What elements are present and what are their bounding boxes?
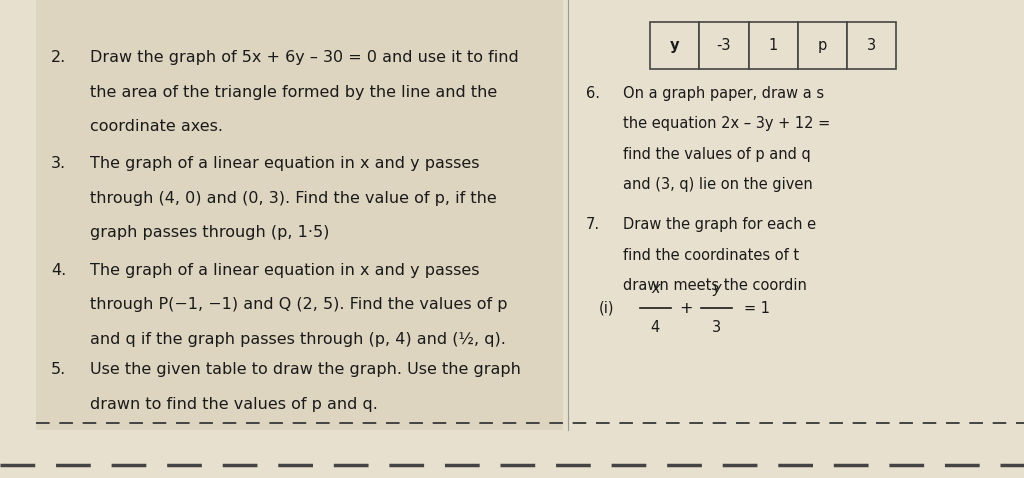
Bar [36, 0, 563, 430]
Text: find the values of p and q: find the values of p and q [623, 147, 810, 162]
Text: 4: 4 [650, 320, 660, 335]
Text: 3: 3 [867, 38, 876, 53]
Text: 6.: 6. [586, 86, 600, 101]
Bar [699, 22, 749, 69]
Bar [798, 22, 847, 69]
Text: 3.: 3. [51, 156, 67, 171]
Text: Draw the graph of 5x + 6y – 30 = 0 and use it to find: Draw the graph of 5x + 6y – 30 = 0 and u… [90, 50, 519, 65]
Text: find the coordinates of t: find the coordinates of t [623, 248, 799, 263]
Text: Use the given table to draw the graph. Use the graph: Use the given table to draw the graph. U… [90, 362, 521, 377]
Text: and q if the graph passes through (p, 4) and (½, q).: and q if the graph passes through (p, 4)… [90, 332, 506, 347]
Bar [847, 22, 896, 69]
Text: 5.: 5. [51, 362, 67, 377]
Text: 1: 1 [768, 38, 778, 53]
Text: y: y [670, 38, 680, 53]
Text: drawn meets the coordin: drawn meets the coordin [623, 278, 807, 293]
Text: graph passes through (p, 1·5): graph passes through (p, 1·5) [90, 225, 330, 240]
Text: p: p [817, 38, 827, 53]
Text: x: x [651, 282, 659, 296]
Text: and (3, q) lie on the given: and (3, q) lie on the given [623, 177, 812, 192]
Text: coordinate axes.: coordinate axes. [90, 119, 223, 134]
Text: 3: 3 [713, 320, 721, 335]
Bar [749, 22, 798, 69]
Text: through P(−1, −1) and Q (2, 5). Find the values of p: through P(−1, −1) and Q (2, 5). Find the… [90, 297, 508, 312]
Text: 2.: 2. [51, 50, 67, 65]
Text: On a graph paper, draw a s: On a graph paper, draw a s [623, 86, 823, 101]
Text: drawn to find the values of p and q.: drawn to find the values of p and q. [90, 397, 378, 412]
Text: = 1: = 1 [744, 301, 770, 316]
Text: +: + [679, 301, 693, 316]
Text: 4.: 4. [51, 263, 67, 278]
Bar [650, 22, 699, 69]
Text: -3: -3 [717, 38, 731, 53]
Text: (i): (i) [599, 301, 614, 316]
Text: y: y [713, 282, 721, 296]
Text: through (4, 0) and (0, 3). Find the value of p, if the: through (4, 0) and (0, 3). Find the valu… [90, 191, 497, 206]
Text: 7.: 7. [586, 217, 600, 232]
Text: the area of the triangle formed by the line and the: the area of the triangle formed by the l… [90, 85, 498, 99]
Text: Draw the graph for each e: Draw the graph for each e [623, 217, 816, 232]
Text: The graph of a linear equation in x and y passes: The graph of a linear equation in x and … [90, 156, 479, 171]
Text: The graph of a linear equation in x and y passes: The graph of a linear equation in x and … [90, 263, 479, 278]
Text: the equation 2x – 3y + 12 =: the equation 2x – 3y + 12 = [623, 116, 829, 131]
